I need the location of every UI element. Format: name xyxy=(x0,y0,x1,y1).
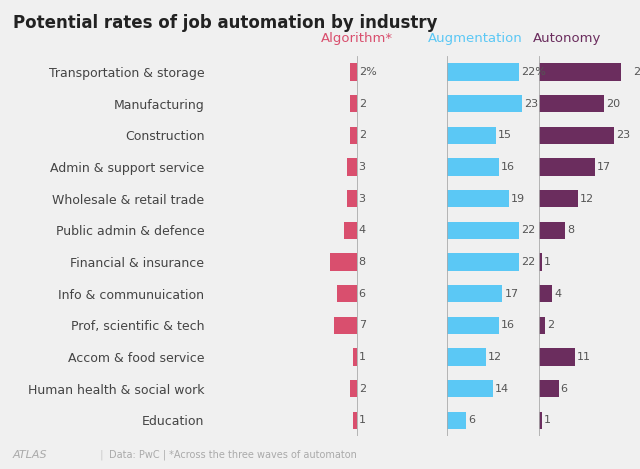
Text: 6: 6 xyxy=(561,384,568,393)
Bar xyxy=(539,63,630,81)
Text: 19: 19 xyxy=(511,194,525,204)
Text: 1: 1 xyxy=(358,416,365,425)
Text: 23: 23 xyxy=(616,130,630,140)
Text: Data: PwC | *Across the three waves of automaton: Data: PwC | *Across the three waves of a… xyxy=(109,449,356,460)
Bar xyxy=(447,190,509,207)
Bar xyxy=(539,285,552,303)
Bar xyxy=(447,348,486,366)
Text: 1: 1 xyxy=(358,352,365,362)
Text: 3: 3 xyxy=(358,194,365,204)
Text: 2: 2 xyxy=(358,99,366,109)
Bar xyxy=(447,317,499,334)
Text: Potential rates of job automation by industry: Potential rates of job automation by ind… xyxy=(13,14,437,32)
Text: Autonomy: Autonomy xyxy=(533,32,602,45)
Bar xyxy=(353,412,356,429)
Bar xyxy=(447,127,496,144)
Text: 20: 20 xyxy=(607,99,621,109)
Bar xyxy=(539,127,614,144)
Text: 8: 8 xyxy=(358,257,366,267)
Bar xyxy=(353,348,356,366)
Bar xyxy=(539,190,578,207)
Bar xyxy=(350,127,356,144)
Bar xyxy=(330,253,356,271)
Text: 2: 2 xyxy=(358,130,366,140)
Bar xyxy=(350,95,356,113)
Bar xyxy=(539,95,604,113)
Text: 12: 12 xyxy=(580,194,595,204)
Text: 22: 22 xyxy=(521,226,535,235)
Text: 11: 11 xyxy=(577,352,591,362)
Text: 2: 2 xyxy=(358,384,366,393)
Bar xyxy=(447,222,519,239)
Text: Algorithm*: Algorithm* xyxy=(321,32,393,45)
Bar xyxy=(447,253,519,271)
Text: 4: 4 xyxy=(554,289,561,299)
Text: 7: 7 xyxy=(358,320,366,330)
Bar xyxy=(447,412,467,429)
Bar xyxy=(337,285,356,303)
Text: 6: 6 xyxy=(468,416,476,425)
Bar xyxy=(539,317,545,334)
Bar xyxy=(539,253,542,271)
Text: 1: 1 xyxy=(544,257,551,267)
Text: 4: 4 xyxy=(358,226,366,235)
Text: |: | xyxy=(99,449,103,460)
Text: 16: 16 xyxy=(501,162,515,172)
Bar xyxy=(333,317,356,334)
Bar xyxy=(347,190,356,207)
Text: 28%: 28% xyxy=(633,67,640,77)
Text: 2: 2 xyxy=(547,320,555,330)
Text: ATLAS: ATLAS xyxy=(13,450,47,460)
Text: 3: 3 xyxy=(358,162,365,172)
Text: Augmentation: Augmentation xyxy=(428,32,523,45)
Bar xyxy=(447,159,499,176)
Text: 6: 6 xyxy=(358,289,365,299)
Bar xyxy=(347,159,356,176)
Bar xyxy=(350,63,356,81)
Bar xyxy=(539,222,565,239)
Bar xyxy=(350,380,356,397)
Text: 12: 12 xyxy=(488,352,502,362)
Bar xyxy=(447,285,502,303)
Text: 23: 23 xyxy=(524,99,538,109)
Text: 1: 1 xyxy=(544,416,551,425)
Text: 15: 15 xyxy=(498,130,512,140)
Bar xyxy=(539,348,575,366)
Text: 16: 16 xyxy=(501,320,515,330)
Bar xyxy=(447,95,522,113)
Bar xyxy=(344,222,356,239)
Bar xyxy=(539,412,542,429)
Bar xyxy=(447,380,493,397)
Bar xyxy=(539,380,559,397)
Bar xyxy=(447,63,519,81)
Text: 22: 22 xyxy=(521,257,535,267)
Text: 8: 8 xyxy=(567,226,574,235)
Text: 17: 17 xyxy=(596,162,611,172)
Text: 14: 14 xyxy=(495,384,509,393)
Text: 2%: 2% xyxy=(358,67,376,77)
Text: 17: 17 xyxy=(504,289,518,299)
Bar xyxy=(539,159,595,176)
Text: 22%: 22% xyxy=(521,67,546,77)
